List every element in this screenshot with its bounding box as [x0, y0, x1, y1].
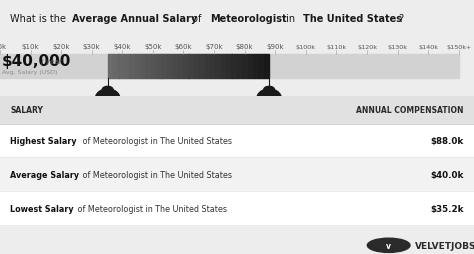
- Bar: [194, 55, 199, 79]
- Bar: [118, 55, 124, 79]
- Bar: [264, 55, 269, 79]
- Text: Average Annual Salary: Average Annual Salary: [72, 14, 197, 24]
- Text: $60k: $60k: [175, 43, 192, 50]
- Text: What is the: What is the: [10, 14, 70, 24]
- Ellipse shape: [257, 89, 282, 109]
- Bar: [242, 55, 248, 79]
- Text: SALARY: SALARY: [10, 106, 43, 115]
- Text: The United States: The United States: [303, 14, 402, 24]
- Bar: [162, 55, 167, 79]
- Text: of Meteorologist in The United States: of Meteorologist in The United States: [80, 136, 232, 146]
- Text: v: v: [386, 241, 391, 250]
- Bar: [247, 55, 253, 79]
- Bar: [188, 55, 194, 79]
- Bar: [237, 55, 242, 79]
- Text: ?: ?: [398, 14, 403, 24]
- Text: $130k: $130k: [388, 44, 408, 50]
- Bar: [129, 55, 135, 79]
- Text: $40.0k: $40.0k: [430, 170, 464, 179]
- Text: $40,000: $40,000: [1, 54, 71, 69]
- Text: $140k: $140k: [418, 44, 438, 50]
- Text: of: of: [189, 14, 205, 24]
- Text: $90k: $90k: [266, 43, 284, 50]
- Text: $150k+: $150k+: [446, 44, 471, 50]
- Text: $100k: $100k: [296, 44, 316, 50]
- Text: $70k: $70k: [205, 43, 223, 50]
- Text: ANNUAL COMPENSATION: ANNUAL COMPENSATION: [356, 106, 464, 115]
- Bar: [108, 55, 113, 79]
- Bar: [258, 55, 264, 79]
- Text: $110k: $110k: [326, 44, 346, 50]
- Text: $0k: $0k: [0, 43, 7, 50]
- Bar: [124, 55, 129, 79]
- Bar: [199, 55, 205, 79]
- Bar: [0, 55, 459, 79]
- Text: VELVETJOBS: VELVETJOBS: [415, 241, 474, 250]
- Bar: [231, 55, 237, 79]
- Bar: [172, 55, 178, 79]
- Bar: [156, 55, 162, 79]
- Text: of Meteorologist in The United States: of Meteorologist in The United States: [80, 170, 232, 179]
- Text: of Meteorologist in The United States: of Meteorologist in The United States: [75, 204, 227, 213]
- Bar: [0, 97, 474, 124]
- Bar: [0, 124, 474, 158]
- Ellipse shape: [264, 87, 274, 93]
- Text: $30k: $30k: [83, 43, 100, 50]
- Text: $20k: $20k: [53, 43, 70, 50]
- Bar: [0, 158, 474, 192]
- Bar: [221, 55, 226, 79]
- Text: $50k: $50k: [144, 43, 162, 50]
- Text: $10k: $10k: [22, 43, 39, 50]
- Text: in: in: [283, 14, 298, 24]
- Text: Avg. Salary (USD): Avg. Salary (USD): [1, 70, 57, 74]
- Bar: [178, 55, 183, 79]
- Bar: [253, 55, 258, 79]
- Bar: [210, 55, 216, 79]
- Bar: [204, 55, 210, 79]
- Bar: [215, 55, 221, 79]
- Ellipse shape: [95, 89, 120, 109]
- Text: $: $: [267, 97, 271, 102]
- Text: $: $: [105, 97, 110, 102]
- Text: Meteorologist: Meteorologist: [210, 14, 286, 24]
- Bar: [140, 55, 146, 79]
- Bar: [183, 55, 189, 79]
- Text: $120k: $120k: [357, 44, 377, 50]
- Bar: [146, 55, 151, 79]
- Text: / year: / year: [41, 58, 62, 64]
- Text: Lowest Salary: Lowest Salary: [10, 204, 74, 213]
- Bar: [0, 192, 474, 225]
- Text: Highest Salary: Highest Salary: [10, 136, 77, 146]
- Circle shape: [367, 238, 410, 252]
- Text: $80k: $80k: [236, 43, 254, 50]
- Bar: [113, 55, 118, 79]
- Bar: [167, 55, 173, 79]
- Text: $35.2k: $35.2k: [430, 204, 464, 213]
- Bar: [151, 55, 156, 79]
- Bar: [226, 55, 232, 79]
- Text: Average Salary: Average Salary: [10, 170, 80, 179]
- Text: $40k: $40k: [114, 43, 131, 50]
- Text: $88.0k: $88.0k: [430, 136, 464, 146]
- Bar: [135, 55, 140, 79]
- Ellipse shape: [102, 87, 113, 93]
